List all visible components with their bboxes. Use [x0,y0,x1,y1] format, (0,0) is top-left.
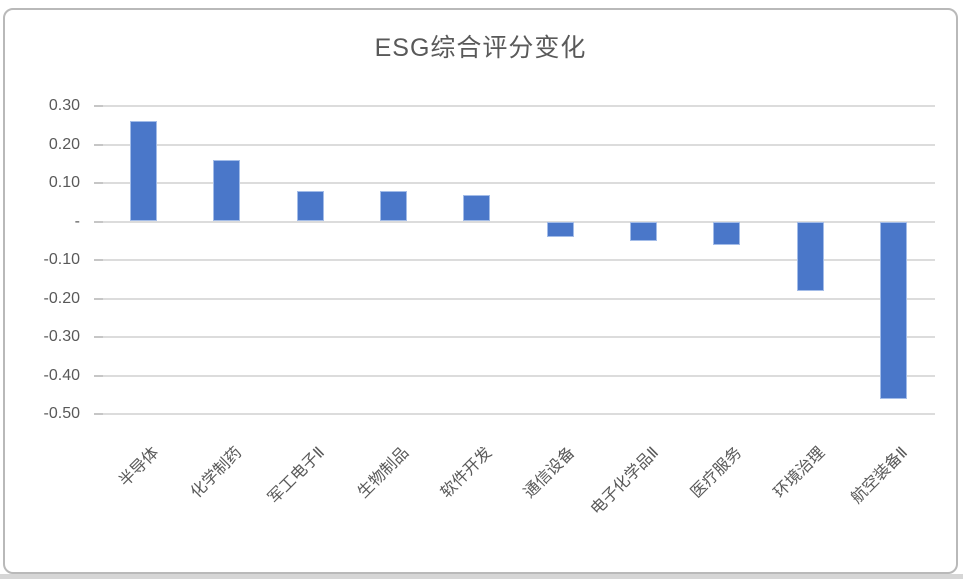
x-axis-label: 电子化学品Ⅱ [587,444,662,519]
bar-军工电子Ⅱ [296,190,324,222]
x-axis-label: 医疗服务 [687,444,746,502]
y-axis-label: -0.40 [43,366,80,384]
y-axis-tick [94,413,103,415]
x-axis-label: 环境治理 [771,444,829,502]
x-axis-label: 军工电子Ⅱ [265,444,329,508]
y-axis-tick [94,336,103,338]
bar-航空装备Ⅱ [879,221,907,399]
y-axis-tick [94,143,103,146]
gridline [102,413,935,415]
y-axis-tick [94,374,103,377]
y-axis-tick [94,105,103,107]
gridline [102,143,935,146]
x-axis-label: 航空装备Ⅱ [848,444,912,508]
esg-bar-chart: ESG综合评分变化 0.30 0.20 0.10 - -0.10 -0.20 -0.30 -0… [3,8,958,574]
bar-通信设备 [546,221,574,237]
x-axis-label: 软件开发 [437,444,496,502]
bar-医疗服务 [713,221,741,245]
y-axis-label: 0.20 [48,135,80,153]
x-axis-label: 通信设备 [521,444,579,502]
y-axis-tick [94,259,103,261]
bar-环境治理 [796,221,824,291]
gridline [102,336,935,338]
gridline [102,374,935,377]
y-axis-tick [94,182,103,184]
y-axis-label: -0.30 [43,328,80,345]
plot-area: 0.30 0.20 0.10 - -0.10 -0.20 -0.30 -0.40 -0.50 半导… [5,10,956,572]
y-axis-label: -0.50 [43,405,80,422]
bar-化学制药 [213,159,241,222]
y-axis-tick [94,297,103,300]
chart-title: ESG综合评分变化 [374,34,587,62]
gridline [102,220,935,223]
x-axis-label: 化学制药 [187,444,246,502]
y-axis-tick [94,220,103,223]
gridline [102,105,935,107]
window-edge-shadow [0,574,963,579]
y-axis-label: -0.20 [43,289,80,307]
x-axis-label: 生物制品 [354,444,412,502]
gridline [102,259,935,261]
y-axis-label: 0.30 [48,97,80,114]
y-axis-label: - [74,212,80,230]
bar-软件开发 [463,194,491,222]
gridline [102,297,935,300]
y-axis-label: 0.10 [48,174,80,191]
y-axis-label: -0.10 [43,251,80,268]
x-axis-label: 半导体 [115,444,162,491]
bar-半导体 [130,121,158,222]
gridline [102,182,935,184]
bar-电子化学品Ⅱ [629,221,657,241]
bar-生物制品 [380,190,408,222]
